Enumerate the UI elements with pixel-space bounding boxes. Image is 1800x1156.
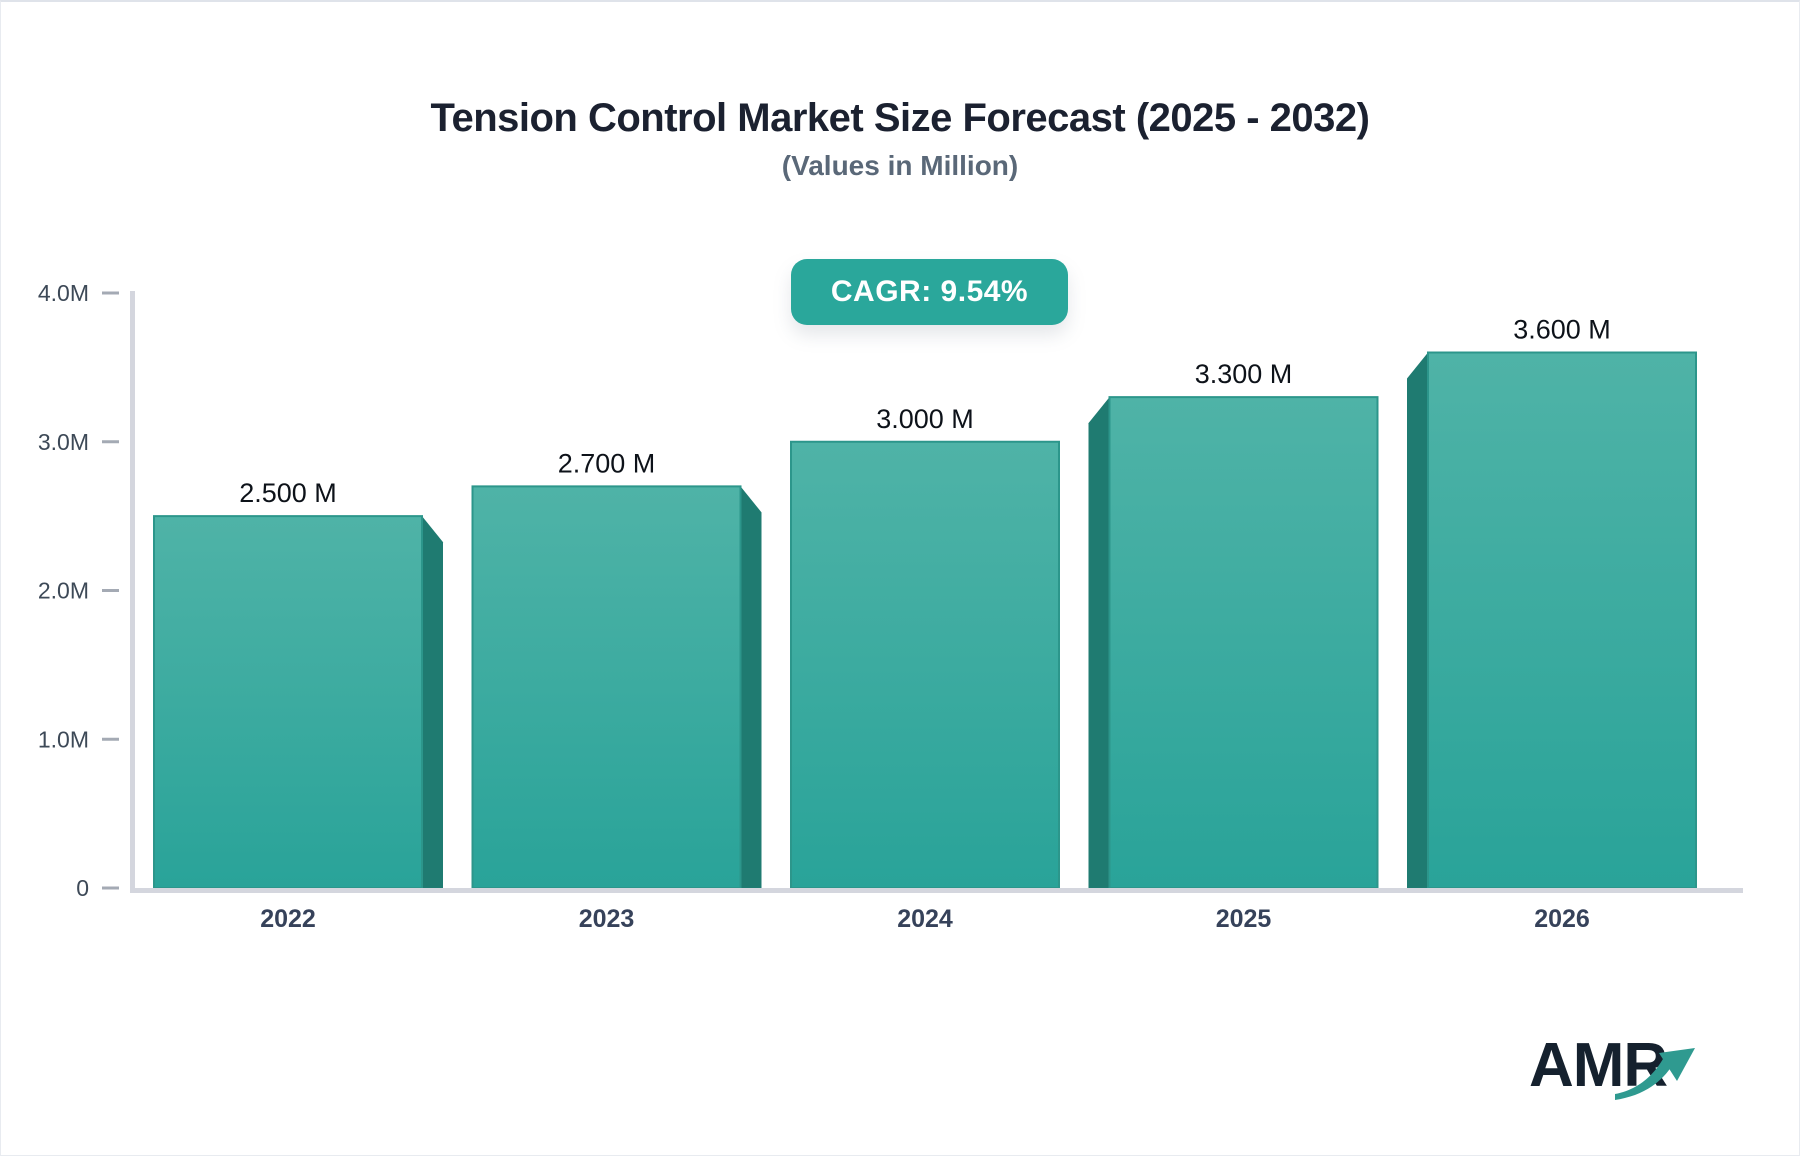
y-tick-label-4.0M: 4.0M xyxy=(38,280,89,306)
x-label-2026: 2026 xyxy=(1534,905,1590,933)
bar-value-label-2022: 2.500 M xyxy=(239,478,337,508)
growth-arrow-icon xyxy=(1615,1048,1695,1100)
bar-group-2026: 3.600 M xyxy=(1407,315,1697,889)
bar-value-label-2025: 3.300 M xyxy=(1195,359,1293,389)
bar-2025 xyxy=(1108,396,1379,889)
y-tick-4.0M xyxy=(102,291,119,295)
bar-group-2024: 3.000 M xyxy=(790,404,1060,889)
bar-value-label-2023: 2.700 M xyxy=(558,448,656,478)
y-axis-line xyxy=(130,291,135,893)
cagr-badge-label: CAGR: 9.54% xyxy=(830,275,1029,308)
bar-value-label-2024: 3.000 M xyxy=(876,404,974,434)
bar-side-2025 xyxy=(1088,397,1110,888)
x-label-2022: 2022 xyxy=(260,905,316,933)
bar-group-2025: 3.300 M xyxy=(1088,359,1379,889)
x-label-2025: 2025 xyxy=(1216,905,1272,933)
y-tick-label-1.0M: 1.0M xyxy=(38,726,89,752)
bar-value-label-2026: 3.600 M xyxy=(1513,315,1611,345)
y-tick-3.0M xyxy=(102,440,119,444)
bar-side-2026 xyxy=(1407,352,1428,888)
bar-group-2023: 2.700 M xyxy=(471,448,762,889)
bar-side-2022 xyxy=(422,516,443,888)
bar-group-2022: 2.500 M xyxy=(153,478,443,889)
y-tick-0 xyxy=(102,886,119,890)
bar-2026 xyxy=(1427,351,1697,889)
cagr-badge: CAGR: 9.54% xyxy=(791,259,1068,325)
x-label-2024: 2024 xyxy=(897,905,953,933)
y-tick-2.0M xyxy=(102,589,119,592)
y-tick-label-2.0M: 2.0M xyxy=(38,578,89,604)
bar-side-2023 xyxy=(740,486,762,888)
y-tick-label-0: 0 xyxy=(76,875,89,901)
bar-2024 xyxy=(790,440,1060,889)
bar-2023 xyxy=(471,485,742,889)
amr-logo: AMR xyxy=(1529,1035,1709,1106)
page-subtitle: (Values in Million) xyxy=(781,150,1019,181)
x-axis-line xyxy=(130,888,1743,893)
x-label-2023: 2023 xyxy=(579,905,635,933)
bar-2022 xyxy=(153,515,423,889)
page-title: Tension Control Market Size Forecast (20… xyxy=(430,96,1370,140)
y-tick-label-3.0M: 3.0M xyxy=(38,429,89,455)
y-tick-1.0M xyxy=(102,737,119,741)
